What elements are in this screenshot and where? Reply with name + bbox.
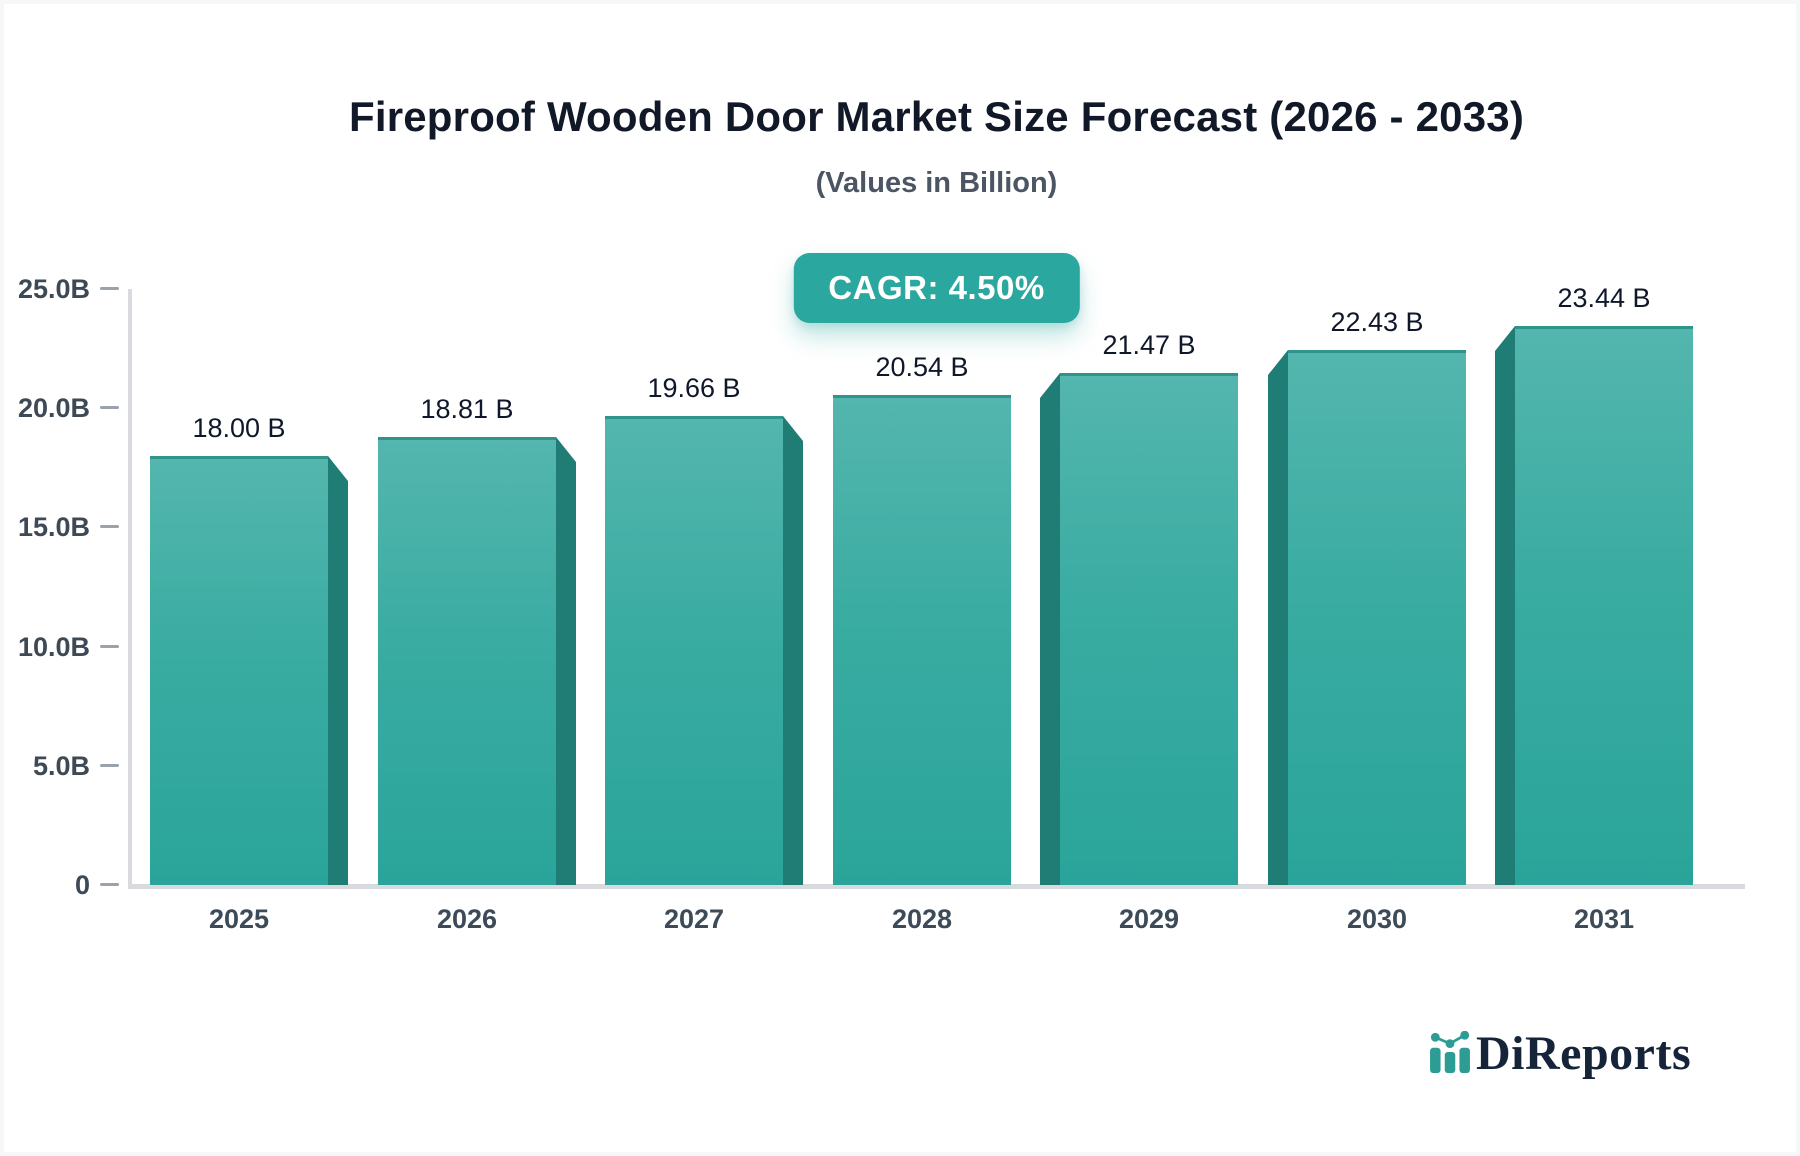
- bar-2025: [150, 456, 328, 885]
- y-axis-tick-mark: [100, 406, 119, 409]
- y-axis-tick-mark: [100, 883, 119, 886]
- bar-value-label: 22.43 B: [1330, 307, 1424, 337]
- bar-chart-trend-icon: [1430, 1031, 1470, 1073]
- y-axis-tick-label: 20.0B: [17, 393, 90, 423]
- bar-side-face: [783, 416, 803, 885]
- y-axis-tick-mark: [100, 764, 119, 767]
- bar-2030: [1288, 350, 1466, 885]
- bar-2031: [1515, 326, 1693, 885]
- x-axis-label-2026: 2026: [436, 904, 498, 934]
- y-axis-tick-label: 10.0B: [17, 632, 90, 662]
- x-axis-label-2031: 2031: [1573, 904, 1635, 934]
- y-axis-tick-label: 15.0B: [17, 512, 90, 542]
- y-axis-tick-label: 0: [74, 870, 90, 900]
- chart-header: Fireproof Wooden Door Market Size Foreca…: [128, 0, 1745, 340]
- bar-side-face: [556, 437, 576, 885]
- bar-2029: [1060, 373, 1238, 885]
- bar-side-face: [328, 456, 348, 885]
- bar-value-label: 18.00 B: [192, 413, 286, 443]
- chart-title: Fireproof Wooden Door Market Size Foreca…: [348, 93, 1525, 140]
- bar-value-label: 20.54 B: [875, 352, 969, 382]
- bar-side-face: [1268, 350, 1288, 885]
- x-axis-label-2030: 2030: [1346, 904, 1408, 934]
- brand-logo: DiReports: [1430, 1026, 1691, 1082]
- bar-2028: [833, 395, 1011, 885]
- x-axis-label-2025: 2025: [208, 904, 270, 934]
- y-axis-tick-mark: [100, 645, 119, 648]
- bar-side-face: [1040, 373, 1060, 885]
- y-axis-tick-label: 25.0B: [17, 274, 90, 304]
- bar-value-label: 19.66 B: [647, 373, 741, 403]
- brand-name: DiReports: [1476, 1027, 1692, 1080]
- chart-subtitle: (Values in Billion): [815, 167, 1058, 199]
- y-axis-tick-mark: [100, 287, 119, 290]
- bar-value-label: 18.81 B: [420, 394, 514, 424]
- bar-value-label: 21.47 B: [1102, 330, 1196, 360]
- cagr-badge: CAGR: 4.50%: [793, 253, 1080, 323]
- bar-value-label: 23.44 B: [1557, 283, 1651, 313]
- bar-side-face: [1495, 326, 1515, 885]
- x-axis-label-2029: 2029: [1118, 904, 1180, 934]
- x-axis-line: [128, 884, 1745, 889]
- bar-2027: [605, 416, 783, 885]
- y-axis-tick-label: 5.0B: [32, 751, 90, 781]
- x-axis-label-2027: 2027: [663, 904, 725, 934]
- y-axis-tick-mark: [100, 525, 119, 528]
- bar-2026: [378, 437, 556, 885]
- x-axis-label-2028: 2028: [891, 904, 953, 934]
- y-axis-line: [128, 289, 132, 889]
